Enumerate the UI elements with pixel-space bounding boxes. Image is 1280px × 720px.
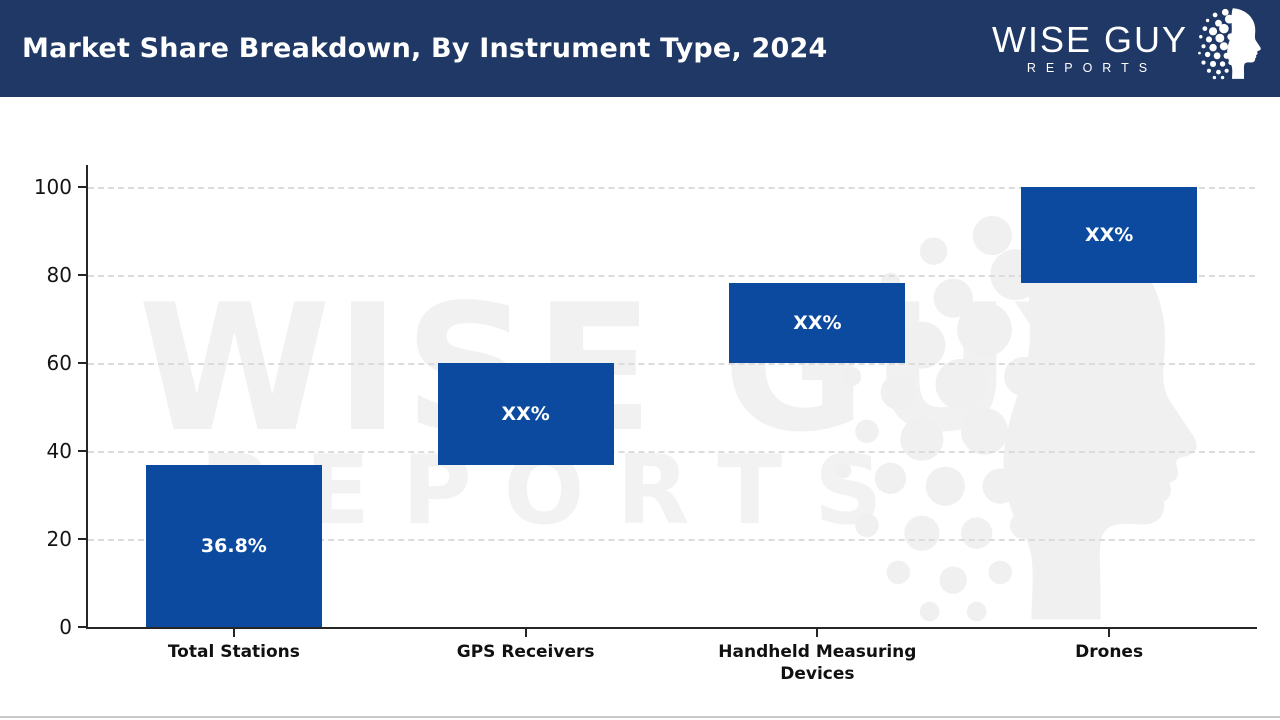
bar-value-label: XX% (501, 403, 550, 426)
y-tick-mark-80 (78, 274, 86, 276)
chart-title: Market Share Breakdown, By Instrument Ty… (22, 33, 828, 64)
bar-value-label: XX% (1084, 223, 1134, 246)
y-tick-label-60: 60 (46, 351, 72, 375)
x-axis-line (86, 627, 1257, 629)
bar-gps-receivers: XX% (437, 363, 614, 466)
y-tick-label-100: 100 (33, 175, 72, 199)
y-tick-mark-0 (78, 626, 86, 628)
y-tick-mark-40 (78, 450, 86, 452)
gridline-40 (88, 451, 1255, 453)
category-label-drones: Drones (1075, 642, 1144, 662)
y-tick-label-40: 40 (46, 439, 72, 463)
category-label-handheld-measuring-devices: Handheld Measuring Devices (718, 642, 917, 685)
y-tick-mark-20 (78, 538, 86, 540)
bar-value-label: 36.8% (200, 535, 267, 558)
y-tick-label-20: 20 (46, 527, 72, 551)
y-tick-label-80: 80 (46, 263, 72, 287)
y-tick-label-0: 0 (59, 615, 72, 639)
x-tick-mark (524, 629, 527, 637)
bar-value-label: XX% (793, 311, 842, 334)
x-tick-mark (1108, 629, 1111, 637)
gridline-60 (88, 363, 1255, 365)
y-tick-mark-100 (78, 186, 86, 188)
x-tick-mark (816, 629, 819, 637)
gridline-100 (88, 187, 1255, 189)
bar-drones: XX% (1021, 187, 1198, 283)
gridline-80 (88, 275, 1255, 277)
bottom-divider (0, 716, 1280, 718)
gridline-20 (88, 539, 1255, 541)
header: Market Share Breakdown, By Instrument Ty… (0, 0, 1280, 97)
y-axis-line (86, 165, 88, 629)
bar-handheld-measuring-devices: XX% (729, 282, 906, 363)
brand-subtitle: REPORTS (1026, 61, 1158, 75)
brand-logo: WISE GUY REPORTS (991, 7, 1262, 90)
y-tick-mark-60 (78, 362, 86, 364)
x-tick-mark (232, 629, 235, 637)
category-label-gps-receivers: GPS Receivers (456, 642, 595, 662)
category-label-total-stations: Total Stations (167, 642, 300, 662)
brand-name: WISE GUY (991, 19, 1188, 60)
brand-text: WISE GUY REPORTS (991, 19, 1188, 76)
bar-total-stations: 36.8% (145, 465, 322, 627)
